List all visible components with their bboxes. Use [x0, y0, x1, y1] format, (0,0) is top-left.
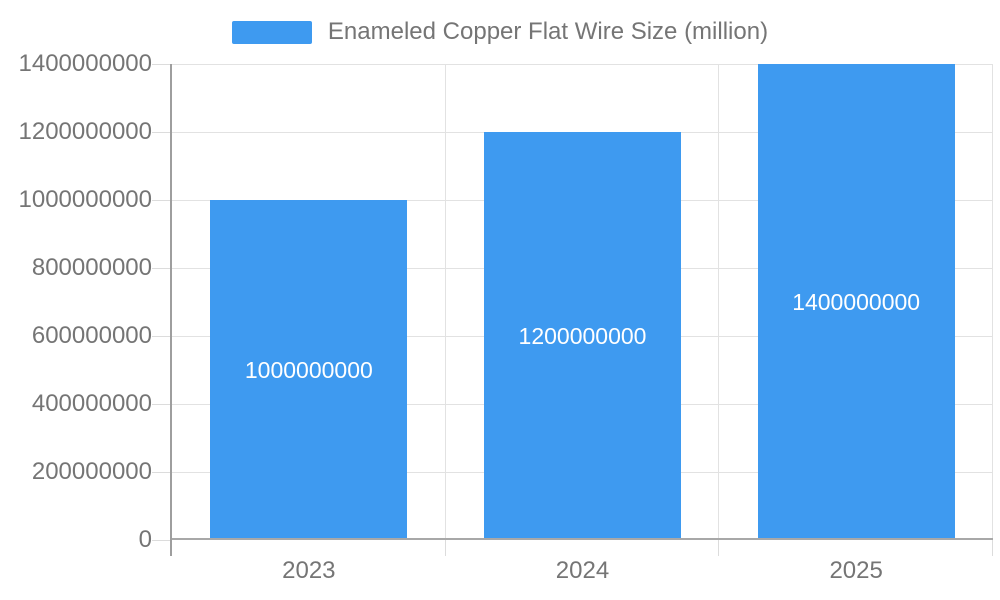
y-axis-label: 600000000 — [31, 322, 152, 349]
x-axis-label: 2023 — [282, 557, 336, 584]
bar-value-label: 1400000000 — [792, 288, 921, 315]
y-axis-label: 1000000000 — [18, 186, 152, 213]
x-axis-label: 2025 — [829, 557, 883, 584]
y-axis-label: 1400000000 — [18, 50, 152, 77]
y-axis-label: 0 — [138, 526, 152, 553]
bar-2024[interactable]: 1200000000 — [484, 132, 681, 540]
chart-legend[interactable]: Enameled Copper Flat Wire Size (million) — [0, 17, 1000, 47]
bar-2025[interactable]: 1400000000 — [757, 64, 955, 540]
y-axis-tick — [152, 336, 172, 337]
x-axis-tick — [718, 540, 720, 556]
legend-label: Enameled Copper Flat Wire Size (million) — [327, 18, 769, 45]
x-axis-line — [172, 538, 993, 540]
y-axis-tick — [152, 200, 172, 201]
y-axis-tick — [152, 472, 172, 473]
x-gridline — [992, 64, 993, 540]
y-axis-line — [170, 64, 172, 556]
y-axis-tick — [152, 64, 172, 65]
y-axis-label: 400000000 — [31, 390, 152, 417]
y-axis-label: 800000000 — [31, 254, 152, 281]
bar-2023[interactable]: 1000000000 — [210, 200, 408, 540]
bar-chart-plot: 1000000000 1200000000 1400000000 — [172, 64, 993, 540]
y-axis-tick — [152, 540, 172, 541]
y-axis-label: 200000000 — [31, 458, 152, 485]
y-axis-tick — [152, 132, 172, 133]
x-axis-label: 2024 — [555, 557, 610, 584]
x-axis-tick — [992, 540, 993, 556]
legend-swatch[interactable] — [231, 20, 312, 44]
bar-value-label: 1000000000 — [244, 356, 373, 383]
x-axis-tick — [444, 540, 446, 556]
x-gridline — [444, 64, 446, 540]
y-axis-label: 1200000000 — [18, 118, 152, 145]
y-axis-tick — [152, 268, 172, 269]
y-gridline — [172, 64, 993, 65]
bar-value-label: 1200000000 — [518, 322, 647, 349]
y-axis-tick — [152, 404, 172, 405]
x-gridline — [718, 64, 720, 540]
